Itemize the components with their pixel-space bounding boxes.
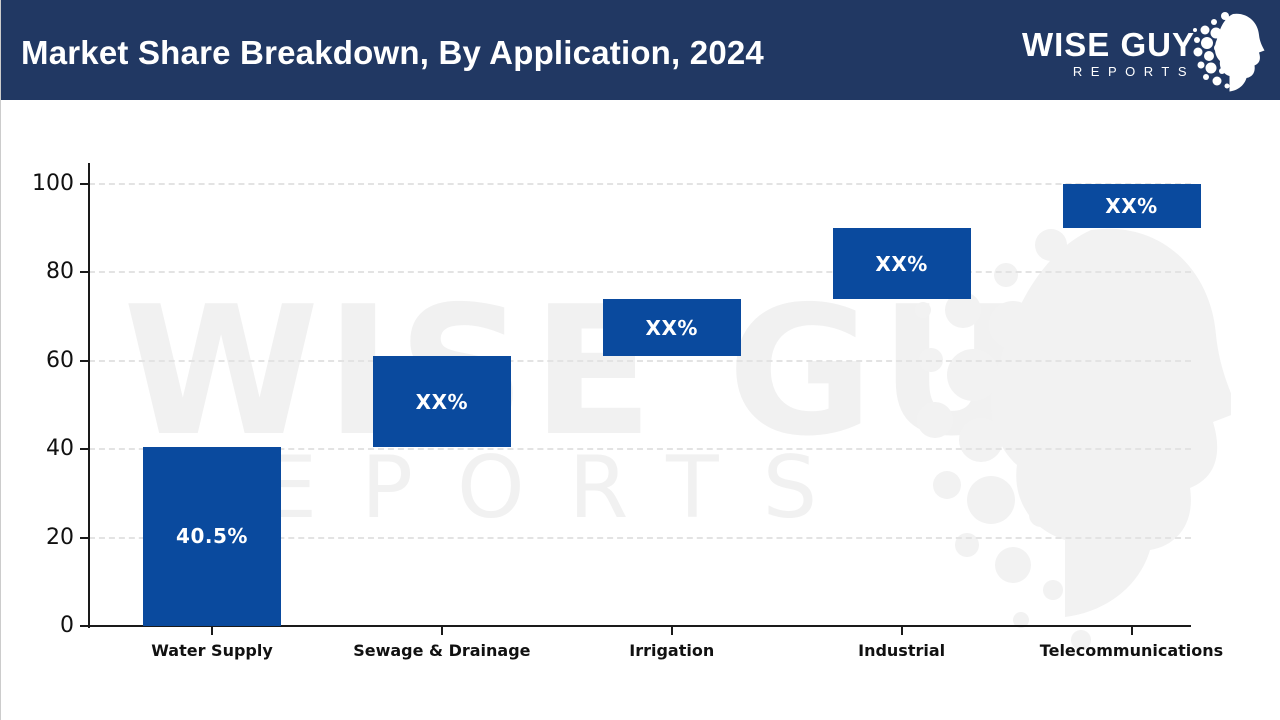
x-tick-mark	[1130, 627, 1133, 635]
bar-segment: 40.5%	[143, 446, 281, 626]
face-profile-icon	[1189, 8, 1267, 100]
bar-segment: XX%	[1062, 184, 1201, 229]
x-category-label: Sewage & Drainage	[353, 641, 531, 660]
gridline	[89, 183, 1191, 185]
x-axis-spine	[88, 625, 1191, 627]
y-tick-label: 60	[46, 347, 74, 373]
y-tick-label: 40	[46, 436, 74, 462]
page-title: Market Share Breakdown, By Application, …	[21, 34, 764, 71]
chart-area: WISE GUY REPORTS 0 20 40 60 80 100 40.5%	[1, 100, 1280, 720]
x-category-label: Irrigation	[629, 641, 715, 660]
x-tick-mark	[211, 627, 213, 635]
gridline	[89, 448, 1191, 451]
x-category-label: Telecommunications	[1039, 641, 1224, 660]
y-tick-mark	[80, 536, 89, 539]
bar-value-label: XX%	[645, 315, 698, 340]
header-bar: Market Share Breakdown, By Application, …	[1, 0, 1280, 100]
bar-segment: XX%	[602, 298, 741, 357]
y-tick-mark	[80, 359, 89, 362]
bar-value-label: XX%	[1105, 194, 1158, 219]
y-tick-label: 20	[46, 524, 74, 550]
gridline	[89, 271, 1191, 274]
y-tick-label: 0	[60, 613, 74, 638]
gridline	[89, 359, 1191, 362]
x-tick-mark	[440, 627, 443, 635]
y-tick-mark	[80, 271, 89, 274]
x-category-label: Industrial	[858, 641, 946, 660]
brand-name: WISE GUY	[1021, 26, 1195, 63]
y-tick-mark	[80, 625, 89, 627]
y-axis-spine	[88, 163, 90, 628]
x-category-label: Water Supply	[151, 641, 273, 660]
brand-subtitle: REPORTS	[1072, 64, 1195, 79]
x-tick-mark	[670, 627, 673, 635]
gridline	[89, 536, 1191, 539]
y-tick-label: 80	[46, 259, 74, 285]
watermark-face-icon	[901, 200, 1239, 684]
bar-segment: XX%	[372, 356, 511, 447]
brand-logo-text: WISE GUY REPORTS	[1022, 28, 1195, 80]
brand-logo: WISE GUY REPORTS	[1022, 6, 1267, 96]
y-tick-label: 100	[32, 171, 74, 196]
y-tick-mark	[80, 448, 89, 451]
bar-value-label: XX%	[875, 251, 928, 276]
bar-value-label: 40.5%	[176, 524, 248, 549]
bar-value-label: XX%	[415, 389, 469, 414]
y-tick-mark	[80, 183, 89, 185]
bar-segment: XX%	[832, 228, 971, 299]
x-tick-mark	[900, 627, 903, 635]
